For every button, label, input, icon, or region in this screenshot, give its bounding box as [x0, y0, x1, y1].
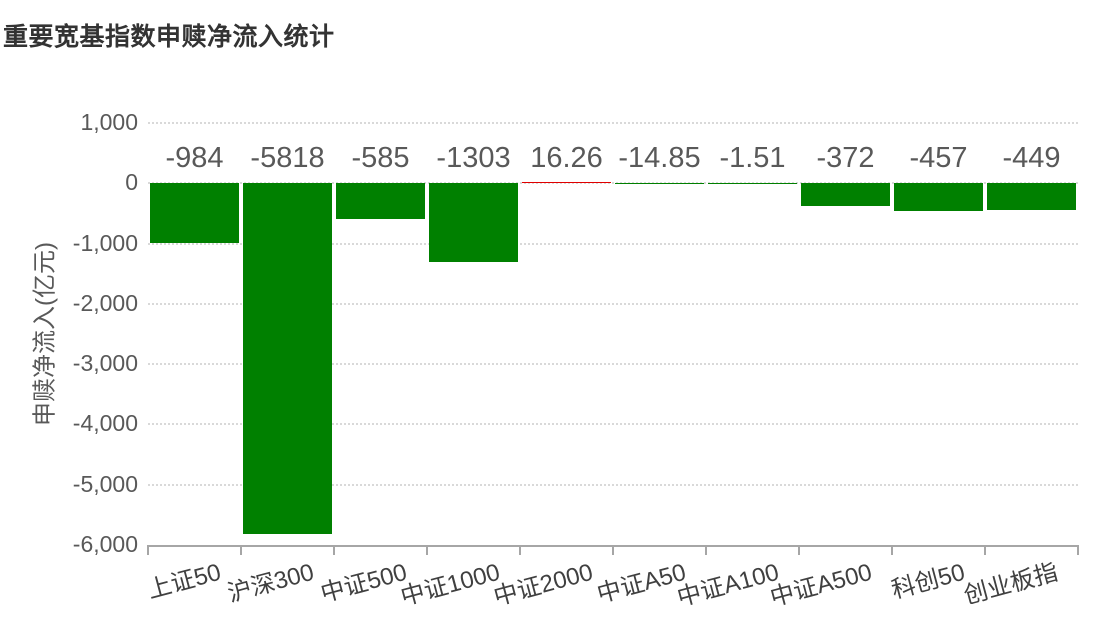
- bar-中证1000: [429, 183, 518, 262]
- y-tick-label: -1,000: [0, 230, 138, 257]
- x-axis-tick: [984, 547, 986, 555]
- y-tick-label: 0: [0, 169, 138, 196]
- x-axis-tick: [240, 547, 242, 555]
- x-axis-tick: [147, 547, 149, 555]
- bar-沪深300: [243, 183, 332, 534]
- bar-中证A50: [615, 183, 704, 184]
- y-tick-label: -2,000: [0, 290, 138, 317]
- bar-中证2000: [522, 182, 611, 183]
- x-axis-tick: [519, 547, 521, 555]
- x-axis-tick: [891, 547, 893, 555]
- x-axis-tick: [798, 547, 800, 555]
- bar-chart: 重要宽基指数申赎净流入统计 申赎净流入(亿元) 1,000 0 -1,000 -2,0…: [0, 0, 1094, 608]
- y-tick-label: 1,000: [0, 109, 138, 136]
- y-tick-label: -6,000: [0, 531, 138, 558]
- y-tick-label: -3,000: [0, 350, 138, 377]
- x-axis-tick: [426, 547, 428, 555]
- x-axis-tick: [705, 547, 707, 555]
- data-label: -449: [965, 142, 1094, 175]
- chart-title: 重要宽基指数申赎净流入统计: [3, 17, 335, 53]
- x-axis-tick: [612, 547, 614, 555]
- gridline: [148, 122, 1078, 124]
- bar-科创50: [894, 183, 983, 211]
- bar-中证500: [336, 183, 425, 218]
- y-axis-title: 申赎净流入(亿元): [25, 242, 60, 426]
- bar-上证50: [150, 183, 239, 242]
- bar-创业板指: [987, 183, 1076, 210]
- bar-中证A500: [801, 183, 890, 205]
- y-tick-label: -5,000: [0, 471, 138, 498]
- x-axis-tick: [1077, 547, 1079, 555]
- x-axis-tick: [333, 547, 335, 555]
- y-tick-label: -4,000: [0, 410, 138, 437]
